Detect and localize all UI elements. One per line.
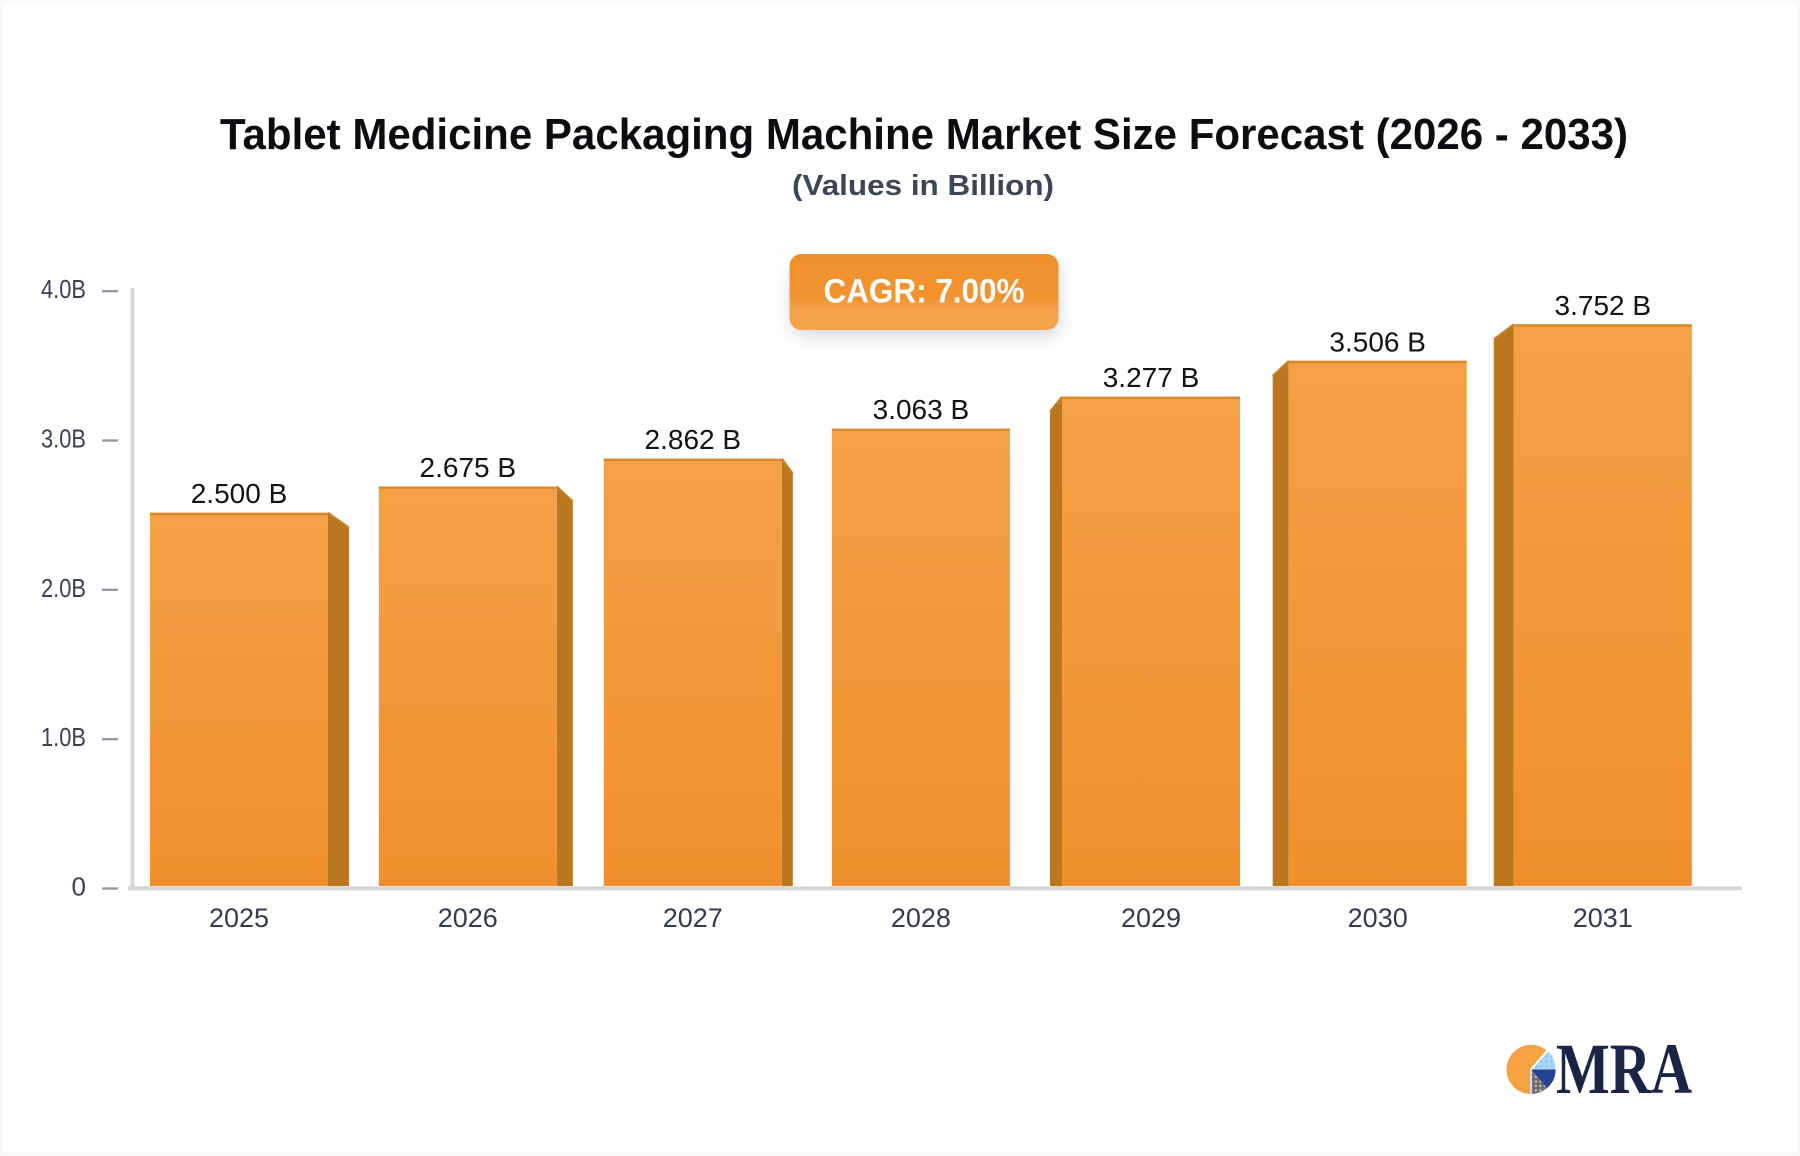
svg-text:1.0B: 1.0B [41,722,86,752]
svg-text:0: 0 [72,872,86,902]
svg-text:2027: 2027 [663,903,723,933]
svg-text:3.0B: 3.0B [41,424,86,454]
svg-text:2.675 B: 2.675 B [420,452,517,483]
svg-text:4.0B: 4.0B [41,274,86,304]
svg-text:2.500 B: 2.500 B [191,478,288,509]
svg-text:2.0B: 2.0B [41,573,86,603]
svg-text:2025: 2025 [209,903,269,933]
svg-text:MRA: MRA [1556,1029,1692,1109]
svg-text:3.752 B: 3.752 B [1555,290,1652,321]
svg-text:2028: 2028 [891,903,951,933]
svg-text:2026: 2026 [438,903,498,933]
svg-text:CAGR: 7.00%: CAGR: 7.00% [824,273,1025,311]
svg-text:Tablet Medicine Packaging Mach: Tablet Medicine Packaging Machine Market… [220,110,1628,159]
svg-text:3.063 B: 3.063 B [873,394,970,425]
svg-text:2030: 2030 [1348,903,1408,933]
svg-text:2029: 2029 [1121,903,1181,933]
svg-text:2.862 B: 2.862 B [645,424,742,455]
svg-text:2031: 2031 [1573,903,1633,933]
svg-text:3.277 B: 3.277 B [1103,362,1200,393]
svg-text:(Values in Billion): (Values in Billion) [792,170,1054,202]
svg-text:3.506 B: 3.506 B [1329,326,1426,357]
